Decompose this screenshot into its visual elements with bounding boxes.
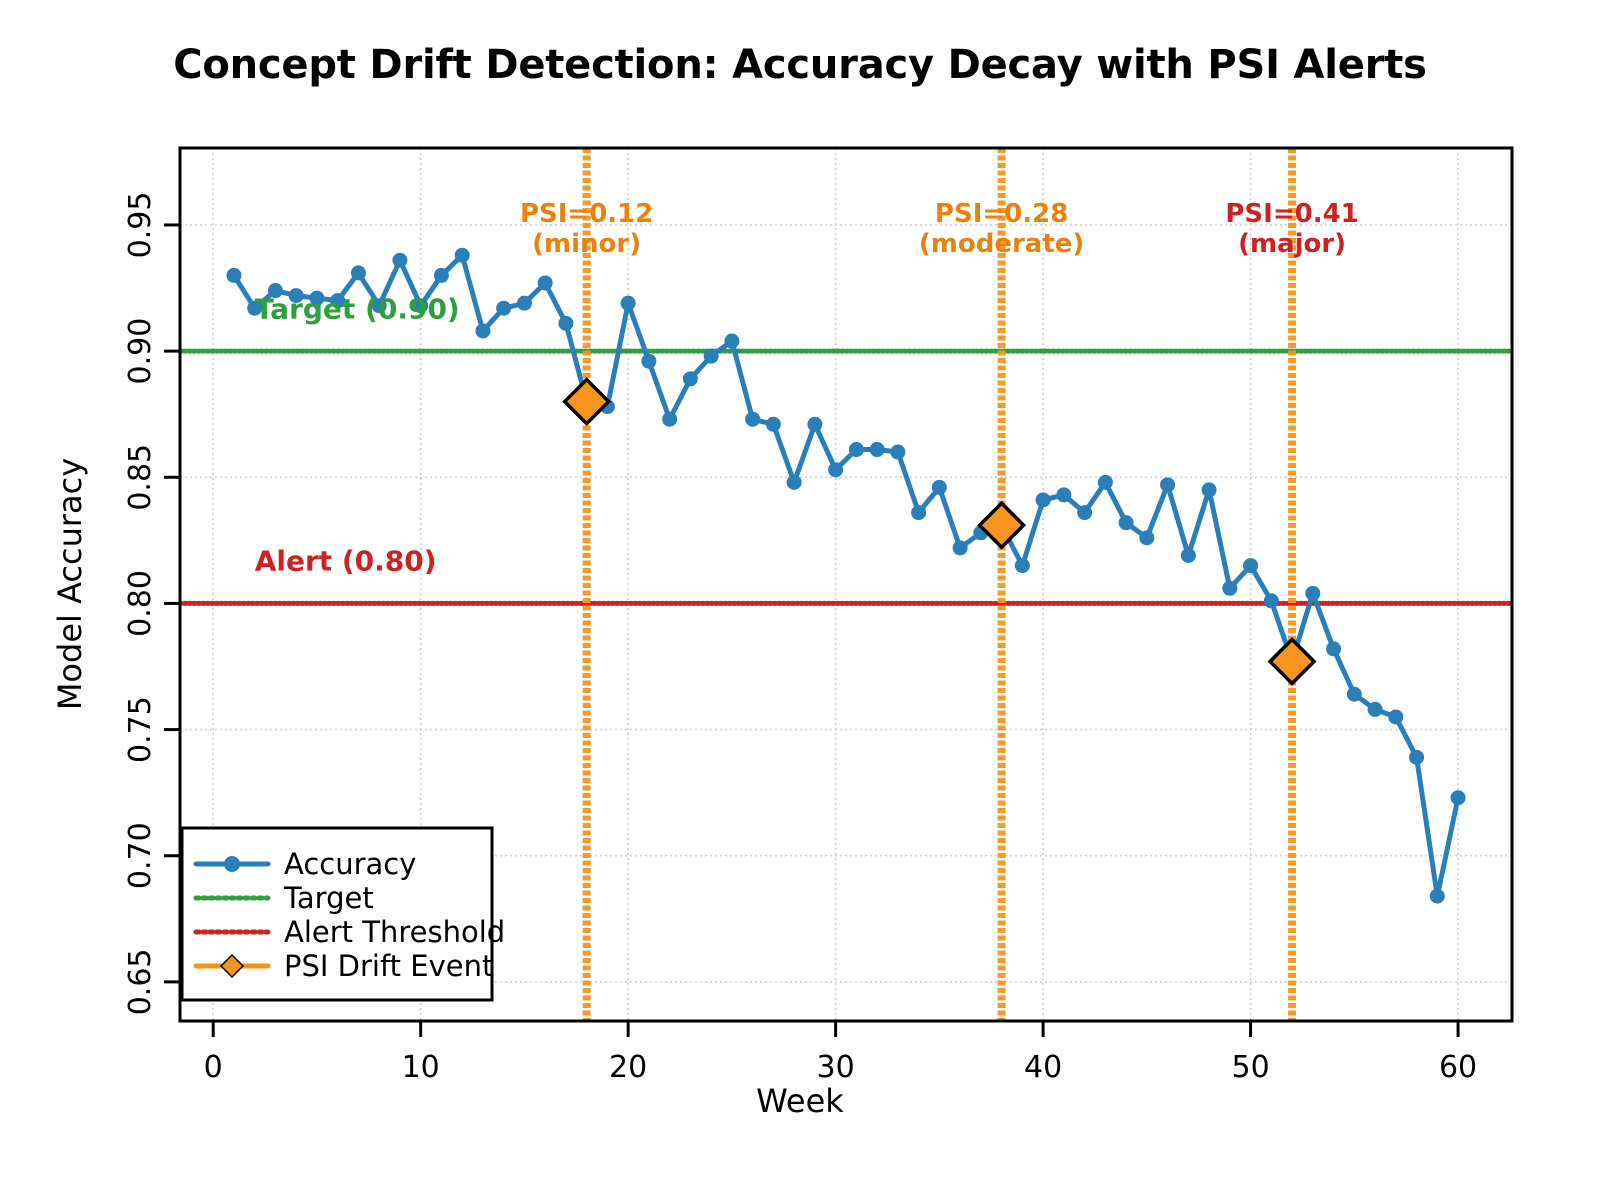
accuracy-point <box>371 298 387 314</box>
legend-label: Alert Threshold <box>284 915 505 949</box>
accuracy-point <box>247 300 263 316</box>
x-tick-label: 40 <box>1024 1050 1062 1085</box>
accuracy-point <box>288 288 304 304</box>
legend-label: PSI Drift Event <box>284 949 493 983</box>
accuracy-point <box>1160 477 1176 493</box>
x-axis-label: Week <box>756 1082 844 1120</box>
accuracy-point <box>475 323 491 339</box>
accuracy-point <box>558 315 574 331</box>
accuracy-point <box>1222 580 1238 596</box>
x-tick-label: 60 <box>1439 1050 1477 1085</box>
y-tick-label: 0.65 <box>123 948 158 1015</box>
accuracy-point <box>413 298 429 314</box>
accuracy-point <box>931 479 947 495</box>
accuracy-point <box>433 267 449 283</box>
accuracy-point <box>350 265 366 281</box>
drift-annotation-severity-week-18: (minor) <box>532 229 641 259</box>
accuracy-point <box>1035 492 1051 508</box>
legend-swatch-diamond-icon <box>219 953 245 979</box>
drift-marker-week-38[interactable] <box>977 500 1027 550</box>
accuracy-point <box>1243 558 1259 574</box>
accuracy-point <box>807 416 823 432</box>
accuracy-point <box>267 283 283 299</box>
x-tick-label: 0 <box>204 1050 223 1085</box>
drift-annotation-psi-week-38: PSI=0.28 <box>935 199 1068 229</box>
accuracy-point <box>786 474 802 490</box>
threshold-label-alert-threshold: Alert (0.80) <box>255 545 437 578</box>
x-tick-label: 30 <box>817 1050 855 1085</box>
accuracy-point <box>641 353 657 369</box>
accuracy-point <box>1305 585 1321 601</box>
accuracy-point <box>454 247 470 263</box>
accuracy-point <box>724 333 740 349</box>
y-tick-label: 0.90 <box>123 318 158 385</box>
accuracy-point <box>1180 547 1196 563</box>
drift-annotation-psi-week-18: PSI=0.12 <box>520 199 653 229</box>
accuracy-point <box>1097 474 1113 490</box>
accuracy-point <box>745 411 761 427</box>
drift-annotation-psi-week-52: PSI=0.41 <box>1225 199 1358 229</box>
y-tick-label: 0.70 <box>123 822 158 889</box>
x-tick-label: 20 <box>609 1050 647 1085</box>
accuracy-point <box>1139 530 1155 546</box>
accuracy-point <box>1014 558 1030 574</box>
y-tick-label: 0.95 <box>123 192 158 259</box>
legend-label: Target <box>283 881 374 915</box>
accuracy-point <box>1201 482 1217 498</box>
accuracy-point <box>662 411 678 427</box>
accuracy-point <box>911 505 927 521</box>
accuracy-point <box>226 267 242 283</box>
accuracy-point <box>496 300 512 316</box>
chart-title: Concept Drift Detection: Accuracy Decay … <box>173 42 1427 88</box>
accuracy-point <box>1077 505 1093 521</box>
accuracy-point <box>1056 487 1072 503</box>
accuracy-point <box>620 295 636 311</box>
accuracy-point <box>869 442 885 458</box>
accuracy-point <box>1263 593 1279 609</box>
legend-label: Accuracy <box>284 847 416 881</box>
y-tick-label: 0.80 <box>123 570 158 637</box>
drift-marker-week-18[interactable] <box>562 377 612 427</box>
accuracy-point <box>848 442 864 458</box>
accuracy-point <box>309 290 325 306</box>
drift-annotation-severity-week-38: (moderate) <box>919 229 1084 259</box>
accuracy-point <box>952 540 968 556</box>
accuracy-point <box>1409 749 1425 765</box>
accuracy-point <box>1367 701 1383 717</box>
accuracy-point <box>1429 888 1445 904</box>
accuracy-point <box>330 293 346 309</box>
x-tick-label: 50 <box>1231 1050 1269 1085</box>
plot-frame <box>178 146 1514 1023</box>
drift-marker-week-52[interactable] <box>1267 636 1317 686</box>
x-tick-label: 10 <box>402 1050 440 1085</box>
accuracy-point <box>765 416 781 432</box>
accuracy-point <box>1450 790 1466 806</box>
accuracy-point <box>682 371 698 387</box>
accuracy-point <box>516 295 532 311</box>
accuracy-point <box>392 252 408 268</box>
accuracy-point <box>703 348 719 364</box>
accuracy-point <box>537 275 553 291</box>
accuracy-point <box>828 462 844 478</box>
threshold-label-target: Target (0.90) <box>255 292 460 325</box>
accuracy-point <box>890 444 906 460</box>
y-tick-label: 0.85 <box>123 444 158 511</box>
y-axis-label: Model Accuracy <box>51 457 89 711</box>
y-tick-label: 0.75 <box>123 696 158 763</box>
accuracy-point <box>1326 641 1342 657</box>
accuracy-point <box>1346 686 1362 702</box>
legend-swatch-circle-icon <box>224 856 240 872</box>
drift-annotation-severity-week-52: (major) <box>1238 229 1346 259</box>
accuracy-point <box>1388 709 1404 725</box>
accuracy-point <box>1118 515 1134 531</box>
